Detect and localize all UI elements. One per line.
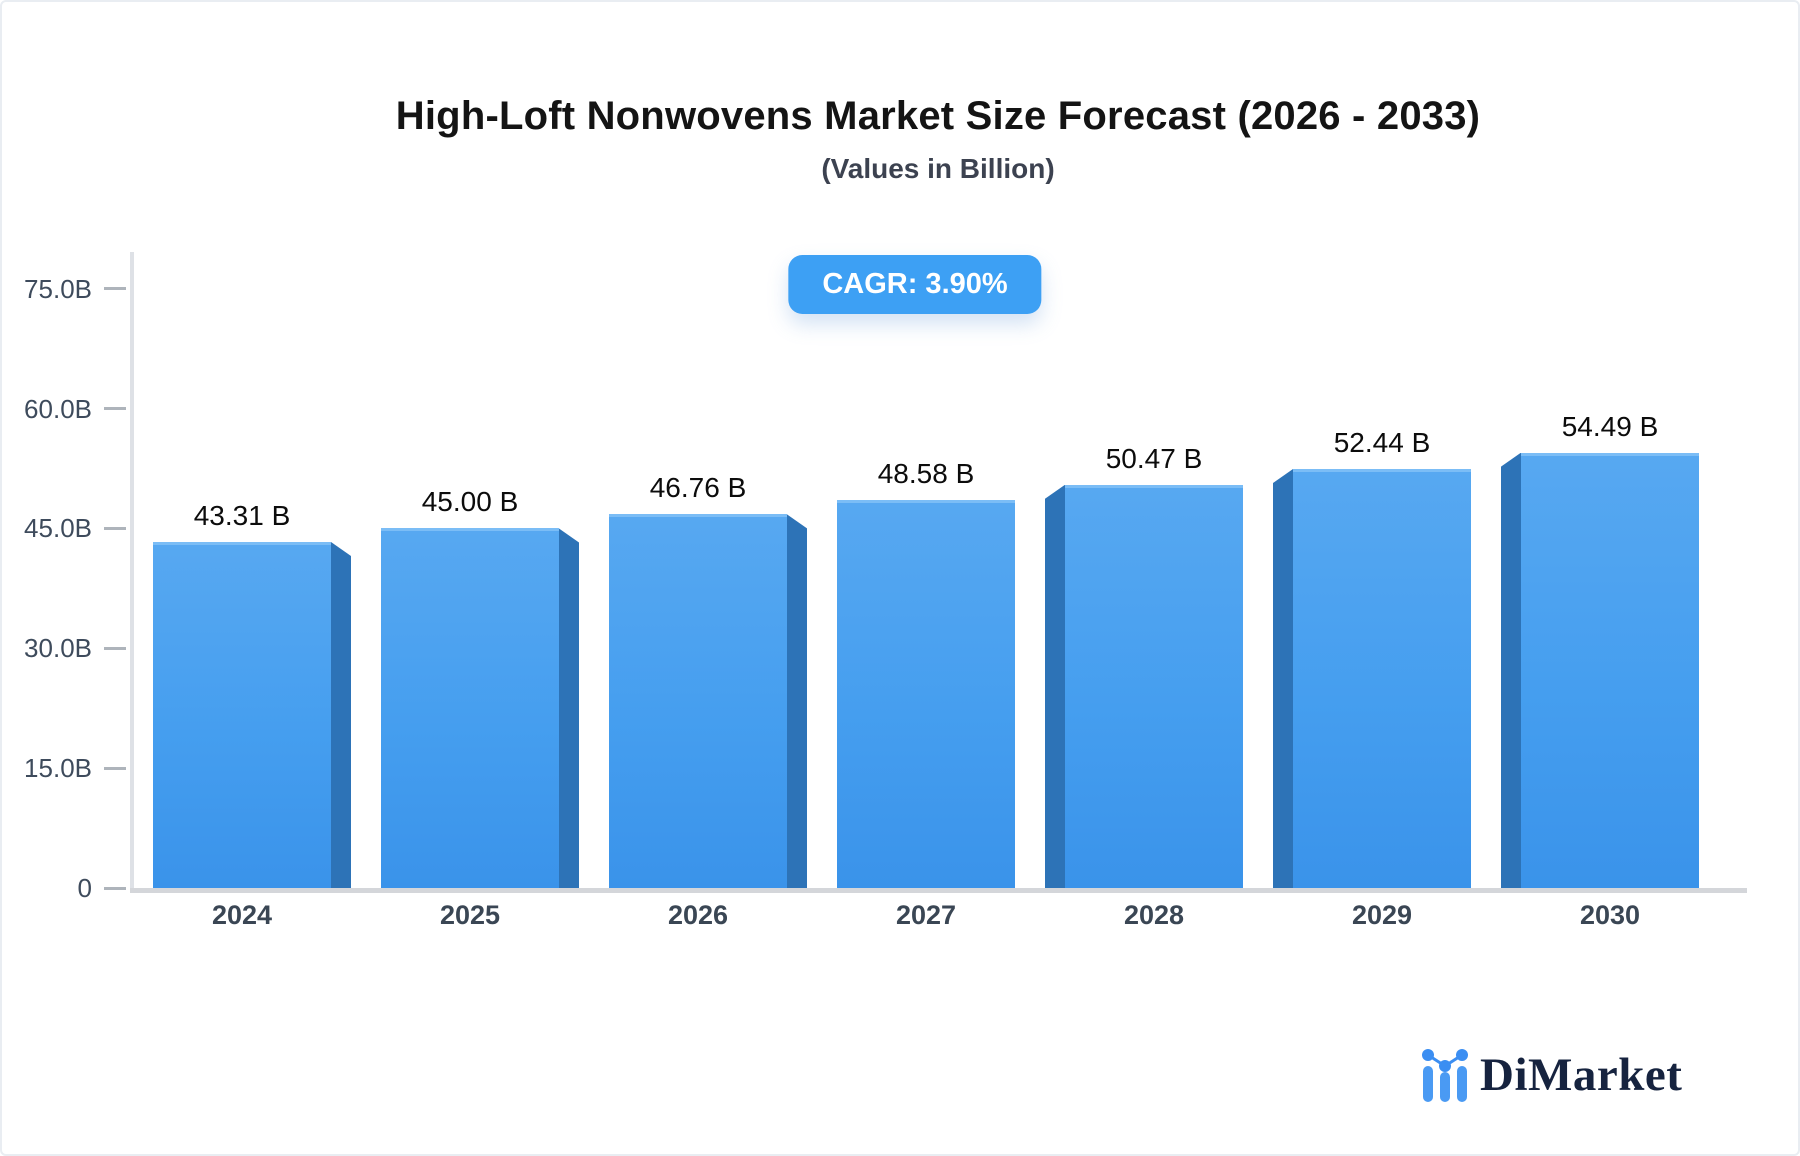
bar-value-label: 45.00 B (421, 486, 519, 518)
bar-value-label: 43.31 B (193, 499, 291, 531)
x-axis-label-2028: 2028 (1123, 900, 1185, 930)
x-axis-label-2030: 2030 (1579, 900, 1641, 930)
y-axis-tick (104, 886, 126, 890)
chart-subtitle: (Values in Billion) (821, 153, 1055, 184)
y-axis-tick (104, 407, 126, 411)
bar-side (1273, 469, 1293, 888)
y-axis-label: 75.0B (24, 273, 92, 304)
y-axis-label: 15.0B (24, 753, 92, 784)
bar-side (1045, 484, 1065, 888)
bar-2028[interactable] (1065, 484, 1243, 888)
bar-2029[interactable] (1293, 469, 1471, 888)
x-axis-label-2026: 2026 (667, 900, 729, 930)
x-axis-label-2027: 2027 (895, 900, 957, 930)
y-axis-tick (104, 526, 126, 530)
chart-header: High-Loft Nonwovens Market Size Forecast… (132, 94, 1744, 185)
brand-name: DiMarket (1480, 1049, 1683, 1101)
bar-value-label: 48.58 B (877, 457, 975, 489)
x-axis-label-2029: 2029 (1351, 900, 1413, 930)
brand-logo: DiMarket (1420, 1044, 1682, 1106)
bar-2025[interactable] (381, 528, 559, 888)
y-axis-line (130, 252, 134, 893)
chart-title: High-Loft Nonwovens Market Size Forecast… (395, 94, 1481, 138)
bar-side (559, 528, 579, 888)
bar-2030[interactable] (1521, 452, 1699, 888)
bar-value-label: 46.76 B (649, 472, 747, 504)
cagr-badge: CAGR: 3.90% (788, 255, 1042, 314)
y-axis-label: 30.0B (24, 633, 92, 664)
y-axis-label: 60.0B (24, 393, 92, 424)
bar-value-label: 50.47 B (1105, 442, 1203, 474)
bar-2027[interactable] (837, 499, 1015, 888)
x-axis-label-2025: 2025 (439, 900, 501, 930)
dimarket-bars-icon (1422, 1049, 1468, 1102)
x-axis-line (130, 888, 1747, 893)
y-axis-tick (104, 287, 126, 291)
bar-2024[interactable] (153, 541, 331, 888)
x-axis-label-2024: 2024 (211, 900, 273, 930)
y-axis-label: 0 (77, 873, 92, 903)
y-axis-tick (104, 646, 126, 650)
bar-value-label: 54.49 B (1561, 410, 1659, 442)
y-axis-label: 45.0B (24, 513, 92, 544)
bar-value-label: 52.44 B (1333, 427, 1431, 458)
bar-side (1501, 452, 1521, 888)
bar-side (331, 541, 351, 888)
y-axis-tick (104, 766, 126, 770)
bar-2026[interactable] (609, 514, 787, 888)
bar-side (787, 514, 807, 888)
